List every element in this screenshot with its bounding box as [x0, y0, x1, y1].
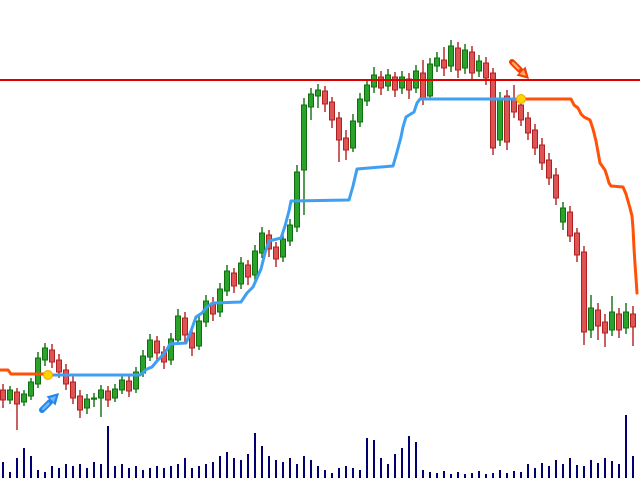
sell-signal-dot [516, 94, 526, 104]
candle-body [224, 270, 230, 292]
candle-body [84, 398, 90, 409]
candle-body [280, 238, 286, 258]
arrow-head-highlight [49, 396, 56, 403]
candle-body [511, 99, 517, 113]
sell-trail-line-right [519, 97, 639, 295]
candle-body [399, 76, 405, 89]
candle-body [560, 207, 566, 223]
candle-body [364, 84, 370, 102]
candle-body [315, 89, 321, 97]
sell-trail-line-left [0, 368, 50, 376]
arrow-shaft-highlight [511, 61, 520, 70]
candle-body [70, 381, 76, 399]
candle-body [287, 224, 293, 242]
candle-body [182, 317, 188, 336]
candle-body [259, 232, 265, 254]
candle-body [434, 57, 440, 67]
candle-body [77, 395, 83, 411]
candle-body [49, 349, 55, 363]
candle-body [105, 390, 111, 401]
candle-body [147, 339, 153, 358]
candle-body [196, 320, 202, 347]
buy-signal-dot [43, 370, 53, 380]
candle-body [231, 272, 237, 287]
candle-body [273, 246, 279, 260]
candle-body [553, 174, 559, 199]
candle-body [518, 104, 524, 121]
candle-body [21, 393, 27, 403]
candle-body [329, 101, 335, 121]
candle-body [154, 340, 160, 354]
candle-body [525, 117, 531, 134]
candle-body [504, 95, 510, 143]
candle-body [602, 321, 608, 334]
candle-body [217, 288, 223, 313]
buy-trail-line [46, 97, 523, 377]
candle-body [567, 211, 573, 237]
candle-body [462, 49, 468, 69]
arrow-head-highlight [519, 69, 526, 76]
candle-body [532, 129, 538, 149]
candle-body [630, 313, 636, 328]
candle-body [616, 313, 622, 331]
candle-body [336, 117, 342, 141]
candle-body [469, 51, 475, 74]
arrow-shaft-highlight [41, 402, 50, 411]
candle-body [539, 144, 545, 164]
candle-body [350, 120, 356, 149]
candle-body [455, 47, 461, 71]
candle-body [42, 347, 48, 361]
candle-body [0, 389, 6, 401]
candle-body [168, 338, 174, 361]
candle-body [378, 76, 384, 89]
candle-body [112, 388, 118, 399]
candle-body [301, 104, 307, 171]
candle-body [14, 391, 20, 405]
candle-body [245, 264, 251, 278]
candle-body [56, 359, 62, 373]
candle-body [119, 379, 125, 391]
candle-body [392, 76, 398, 91]
candle-body [588, 307, 594, 331]
candle-body [581, 251, 587, 333]
candle-body [308, 93, 314, 108]
candle-body [357, 98, 363, 123]
volume-layer [2, 415, 634, 478]
candle-body [595, 309, 601, 327]
candle-body [546, 159, 552, 179]
candle-body [63, 369, 69, 385]
candle-body [238, 262, 244, 285]
candle-body [448, 45, 454, 67]
candle-body [133, 371, 139, 390]
candle-body [28, 381, 34, 397]
candle-body [420, 72, 426, 99]
candle-body [252, 250, 258, 276]
candle-body [483, 62, 489, 79]
candle-body [623, 311, 629, 329]
sell-arrow-icon [509, 59, 529, 79]
candle-body [98, 389, 104, 399]
candle-body [476, 60, 482, 72]
candle-body [322, 90, 328, 105]
candle-body [609, 311, 615, 331]
candle-body [189, 332, 195, 349]
candle-body [497, 97, 503, 141]
buy-arrow-icon [39, 393, 59, 413]
candle-body [91, 397, 97, 400]
candle-body [441, 59, 447, 69]
candle-body [175, 315, 181, 341]
candle-body [126, 380, 132, 392]
candle-body [35, 357, 41, 385]
candle-body [574, 232, 580, 256]
candle-body [343, 137, 349, 151]
candle-body [7, 389, 13, 401]
candle-body [490, 72, 496, 149]
